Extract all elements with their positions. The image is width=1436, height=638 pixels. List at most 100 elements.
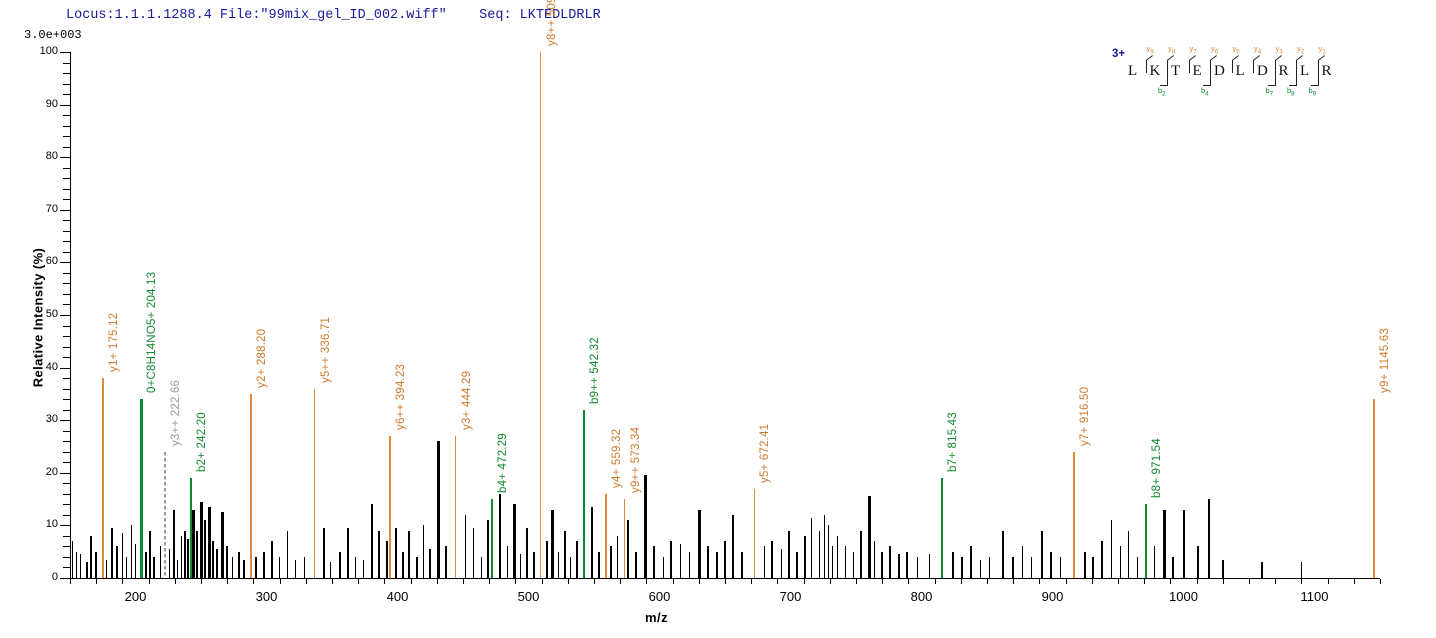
spectrum-peak bbox=[1084, 551, 1087, 578]
x-axis-tick bbox=[410, 579, 412, 584]
spectrum-peak bbox=[1222, 559, 1224, 578]
x-axis-tick bbox=[1091, 579, 1093, 584]
spectrum-peak bbox=[362, 559, 365, 578]
spectrum-peak bbox=[546, 541, 548, 578]
y-axis-tick bbox=[63, 304, 70, 306]
annotated-peak bbox=[313, 388, 316, 578]
y-axis-tick bbox=[60, 104, 70, 106]
annotated-peak bbox=[189, 478, 192, 578]
x-axis-tick bbox=[148, 579, 150, 584]
x-axis-tick-label: 300 bbox=[255, 589, 278, 604]
x-axis-tick bbox=[1222, 579, 1224, 584]
y-axis-tick-label: 80 bbox=[45, 150, 58, 163]
peak-label: b9++ 542.32 bbox=[588, 336, 601, 404]
x-axis-tick bbox=[1065, 579, 1067, 584]
x-axis-tick bbox=[672, 579, 674, 584]
y-axis-tick-label: 50 bbox=[45, 308, 58, 320]
spectrum-peak bbox=[480, 556, 483, 578]
annotated-peak bbox=[753, 488, 756, 578]
spectrum-peak bbox=[979, 559, 982, 578]
x-axis-tick bbox=[1327, 579, 1329, 584]
y-axis-tick bbox=[63, 514, 70, 516]
peak-label: b2+ 242.20 bbox=[195, 412, 208, 473]
peak-label: b8+ 971.54 bbox=[1151, 438, 1164, 499]
y-axis-tick bbox=[63, 399, 70, 401]
peak-label: y7+ 916.50 bbox=[1079, 386, 1092, 446]
b-ion-arm bbox=[1310, 85, 1319, 86]
spectrum-peak bbox=[125, 556, 128, 578]
b-ion-label: b4 bbox=[1201, 86, 1209, 98]
charge-state-label: 3+ bbox=[1112, 48, 1126, 60]
y-ion-arm bbox=[1274, 55, 1282, 61]
spectrum-peak bbox=[145, 551, 147, 578]
intensity-scale-label: 3.0e+003 bbox=[24, 28, 82, 42]
x-axis-tick bbox=[777, 579, 779, 584]
x-axis-tick bbox=[751, 579, 753, 584]
y-axis-tick bbox=[63, 441, 70, 443]
y-axis-tick bbox=[63, 83, 70, 85]
spectrum-peak bbox=[557, 551, 560, 578]
y-axis-tick bbox=[60, 157, 70, 159]
y-axis-tick bbox=[63, 125, 70, 127]
x-axis-tick bbox=[803, 579, 805, 584]
sequence-residue: T bbox=[1171, 63, 1181, 79]
spectrum-peak bbox=[226, 546, 228, 578]
y-axis-tick bbox=[63, 62, 70, 64]
spectrum-peak bbox=[1182, 509, 1186, 578]
spectrum-peak bbox=[401, 551, 404, 578]
x-axis-tick bbox=[279, 579, 281, 584]
y-ion-tick bbox=[1167, 60, 1168, 73]
peak-label: 0+C8H14NO5+ 204.13 bbox=[145, 271, 158, 394]
spectrum-peak bbox=[898, 554, 901, 578]
x-axis-tick bbox=[227, 579, 229, 584]
y-axis-tick bbox=[63, 283, 70, 285]
y-axis-tick bbox=[63, 136, 70, 138]
x-axis-tick-label: 200 bbox=[124, 589, 147, 604]
x-axis-tick bbox=[620, 579, 622, 584]
y-axis-tick bbox=[63, 272, 70, 274]
y-ion-arm bbox=[1231, 55, 1239, 61]
y-axis-tick bbox=[63, 293, 70, 295]
y-axis-line bbox=[70, 52, 71, 579]
spectrum-peak bbox=[1172, 556, 1174, 578]
spectrum-peak bbox=[204, 520, 206, 578]
y-axis-tick bbox=[63, 483, 70, 485]
x-axis-tick-label: 900 bbox=[1041, 589, 1064, 604]
peak-label: y5+ 672.41 bbox=[759, 423, 772, 483]
sequence-residue: L bbox=[1235, 63, 1245, 79]
y-ion-label: y6 bbox=[1211, 44, 1219, 56]
spectrum-peak bbox=[255, 556, 257, 578]
y-axis-tick bbox=[63, 388, 70, 390]
spectrum-peak bbox=[788, 530, 790, 578]
peak-label: y9+ 1145.63 bbox=[1379, 328, 1392, 394]
spectrum-peak bbox=[796, 551, 798, 578]
spectrum-peak bbox=[906, 551, 908, 578]
y-axis-tick bbox=[63, 251, 70, 253]
spectrum-peak bbox=[437, 441, 440, 578]
spectrum-peak bbox=[836, 535, 839, 578]
peak-label: y1+ 175.12 bbox=[107, 312, 120, 373]
spectrum-peak bbox=[1050, 551, 1052, 578]
spectrum-peak bbox=[408, 530, 411, 578]
spectrum-peak bbox=[231, 556, 234, 578]
spectrum-peak bbox=[1059, 556, 1062, 578]
y-ion-tick bbox=[1231, 60, 1233, 73]
y-ion-label: y1 bbox=[1318, 44, 1326, 56]
y-axis-tick-label: 60 bbox=[45, 255, 58, 268]
y-axis-tick bbox=[63, 504, 70, 506]
y-ion-label: y3 bbox=[1275, 44, 1283, 56]
spectrum-peak bbox=[378, 530, 380, 578]
spectrum-peak bbox=[346, 528, 349, 578]
spectrum-peak bbox=[741, 551, 743, 578]
y-ion-tick bbox=[1210, 60, 1211, 73]
y-axis-tick-label: 20 bbox=[45, 465, 58, 478]
spectrum-peak bbox=[1127, 530, 1130, 578]
spectrum-peak bbox=[176, 559, 179, 578]
spectrum-peak bbox=[928, 554, 931, 578]
y-axis-tick bbox=[63, 336, 70, 338]
y-ion-arm bbox=[1317, 55, 1325, 61]
x-axis-tick bbox=[1144, 579, 1146, 584]
spectrum-peak bbox=[187, 538, 189, 578]
spectrum-peak bbox=[172, 509, 176, 578]
